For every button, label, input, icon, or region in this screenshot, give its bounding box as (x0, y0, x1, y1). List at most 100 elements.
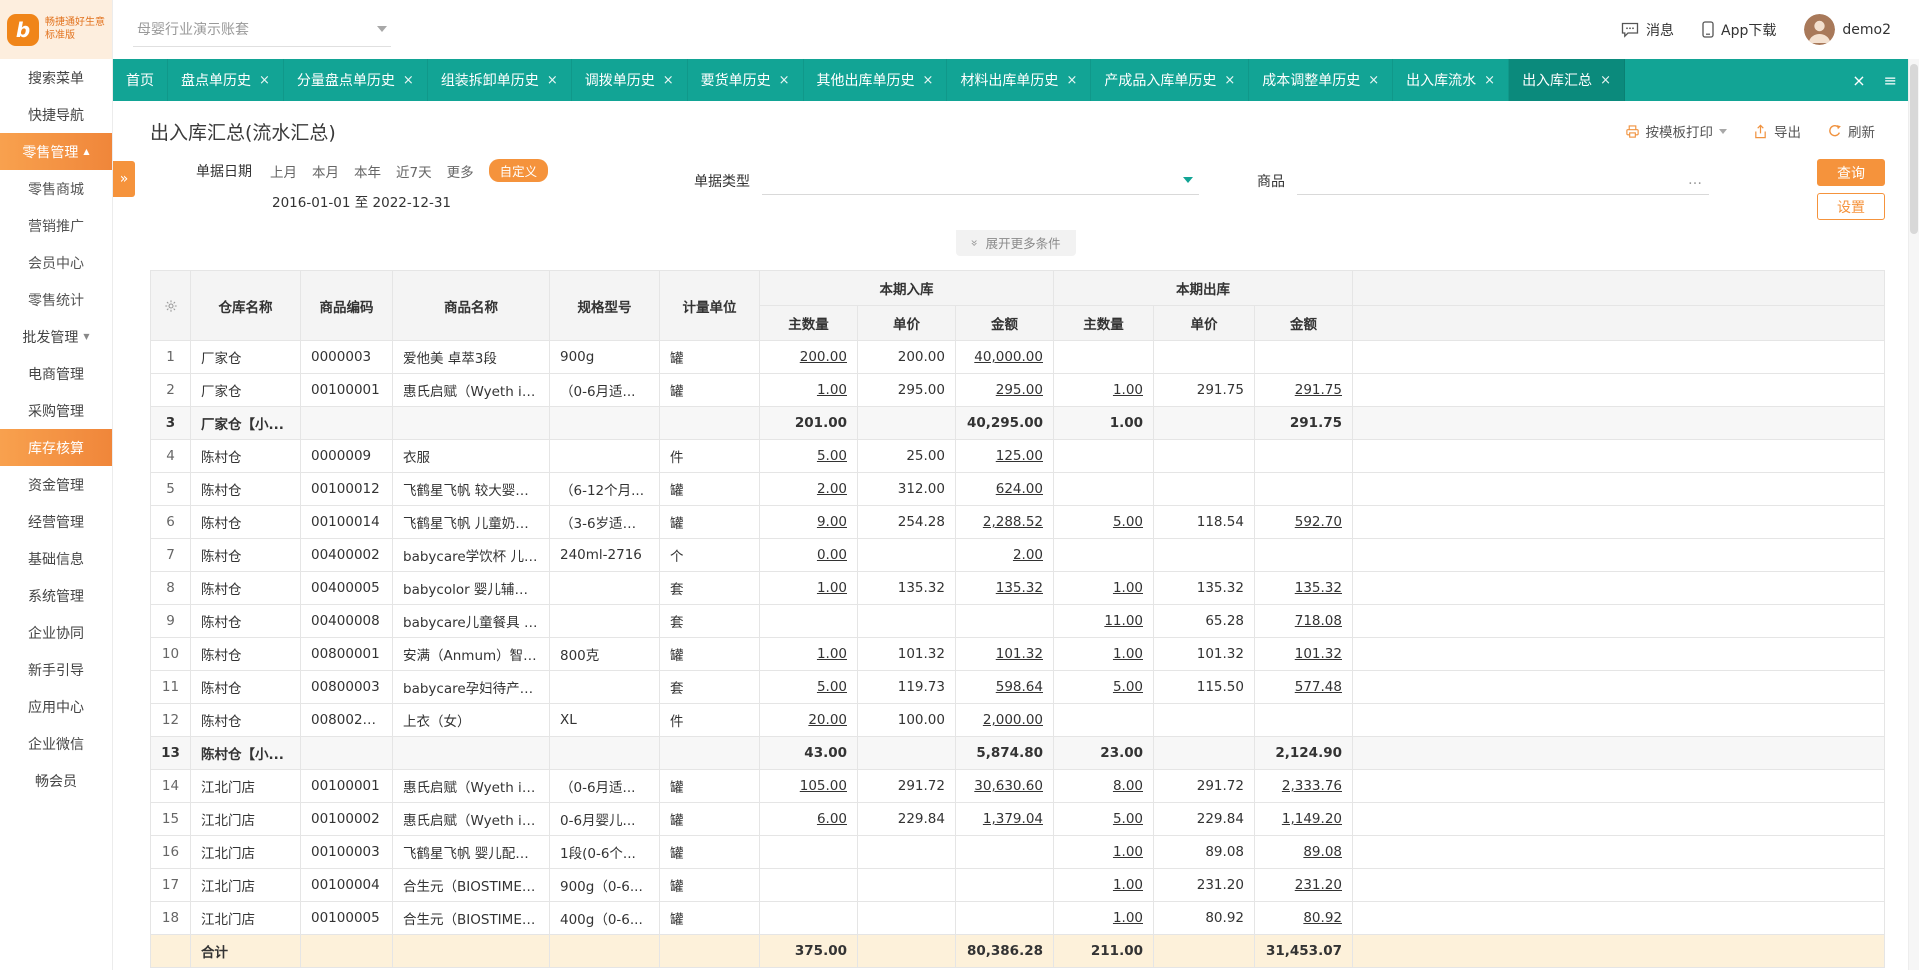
table-row[interactable]: 7 陈村仓 00400002 babycare学饮杯 儿童... 240ml-2716 个… (150, 538, 1885, 572)
sidebar-item-10[interactable]: 库存核算 (0, 429, 112, 466)
tab-4[interactable]: 调拨单历史 × (572, 59, 688, 101)
tab-close-icon[interactable]: × (259, 72, 270, 88)
cell-out-qty[interactable]: 1.00 (1053, 868, 1154, 902)
column-settings-button[interactable] (150, 270, 191, 341)
doc-type-field[interactable]: 单据类型 (694, 169, 1199, 195)
tab-close-icon[interactable]: × (1224, 72, 1236, 88)
cell-in-amount[interactable]: 2,288.52 (955, 505, 1054, 539)
cell-in-qty[interactable]: 200.00 (759, 340, 858, 374)
table-row[interactable]: 4 陈村仓 0000009 衣服 件 5.00 25.00 125.00 (150, 439, 1885, 473)
table-row[interactable]: 9 陈村仓 00400008 babycare儿童餐具 婴... 套 11.00 65.28… (150, 604, 1885, 638)
cell-in-amount[interactable]: 598.64 (955, 670, 1054, 704)
cell-in-qty[interactable]: 5.00 (759, 670, 858, 704)
cell-in-qty[interactable]: 20.00 (759, 703, 858, 737)
sidebar-item-11[interactable]: 资金管理 (0, 466, 112, 503)
tab-close-icon[interactable]: × (1368, 72, 1380, 88)
cell-out-qty[interactable]: 1.00 (1053, 637, 1154, 671)
sidebar-item-19[interactable]: 畅会员 (0, 762, 112, 799)
tab-3[interactable]: 组装拆卸单历史 × (428, 59, 572, 101)
cell-out-amount[interactable]: 89.08 (1254, 835, 1353, 869)
table-row[interactable]: 11 陈村仓 00800003 babycare孕妇待产包... 套 5.00 119.73… (150, 670, 1885, 704)
table-row[interactable]: 18 江北门店 00100005 合生元（BIOSTIME）... 400g（0-6..… (150, 901, 1885, 935)
sidebar-item-7[interactable]: 批发管理 ▼ (0, 318, 112, 355)
tab-close-icon[interactable]: × (1484, 72, 1496, 88)
sidebar-item-17[interactable]: 应用中心 (0, 688, 112, 725)
sidebar-item-1[interactable]: 快捷导航 (0, 96, 112, 133)
cell-in-qty[interactable]: 105.00 (759, 769, 858, 803)
cell-in-qty[interactable]: 5.00 (759, 439, 858, 473)
cell-out-amount[interactable]: 577.48 (1254, 670, 1353, 704)
sidebar-item-9[interactable]: 采购管理 (0, 392, 112, 429)
table-row[interactable]: 17 江北门店 00100004 合生元（BIOSTIME）... 900g（0-6..… (150, 868, 1885, 902)
product-field[interactable]: 商品 … (1257, 169, 1709, 195)
cell-in-qty[interactable]: 1.00 (759, 373, 858, 407)
table-row[interactable]: 14 江北门店 00100001 惠氏启赋（Wyeth illu... （0-6月适..… (150, 769, 1885, 803)
cell-in-qty[interactable]: 0.00 (759, 538, 858, 572)
collapse-filter-button[interactable]: » (113, 161, 135, 197)
table-row[interactable]: 12 陈村仓 008002000... 上衣（女） XL 件 20.00 100.00 2,00… (150, 703, 1885, 737)
cell-in-amount[interactable]: 125.00 (955, 439, 1054, 473)
sidebar-item-14[interactable]: 系统管理 (0, 577, 112, 614)
table-row[interactable]: 13 陈村仓【小... 43.00 5,874.80 23.00 2,124.90 (150, 736, 1885, 770)
tab-close-icon[interactable]: × (662, 72, 674, 88)
sidebar-item-5[interactable]: 会员中心 (0, 244, 112, 281)
cell-out-amount[interactable]: 592.70 (1254, 505, 1353, 539)
sidebar-item-4[interactable]: 营销推广 (0, 207, 112, 244)
sidebar-item-6[interactable]: 零售统计 (0, 281, 112, 318)
cell-out-qty[interactable]: 1.00 (1053, 373, 1154, 407)
table-row[interactable]: 16 江北门店 00100003 飞鹤星飞帆 婴儿配方奶... 1段(0-6个... 罐 1… (150, 835, 1885, 869)
custom-date-badge[interactable]: 自定义 (488, 159, 549, 182)
tab-5[interactable]: 要货单历史 × (688, 59, 804, 101)
table-row[interactable]: 15 江北门店 00100002 惠氏启赋（Wyeth illu... 0-6月婴儿..… (150, 802, 1885, 836)
cell-out-amount[interactable]: 291.75 (1254, 373, 1353, 407)
cell-out-qty[interactable]: 1.00 (1053, 571, 1154, 605)
print-by-template-button[interactable]: 按模板打印 (1625, 121, 1727, 141)
date-quick-option-4[interactable]: 更多 (446, 164, 474, 181)
tab-0[interactable]: 首页 (113, 59, 168, 101)
cell-in-qty[interactable]: 1.00 (759, 571, 858, 605)
date-quick-option-3[interactable]: 近7天 (396, 164, 432, 181)
cell-in-qty[interactable]: 1.00 (759, 637, 858, 671)
sidebar-item-3[interactable]: 零售商城 (0, 170, 112, 207)
tab-11[interactable]: 出入库汇总 × (1509, 59, 1625, 101)
cell-out-amount[interactable]: 231.20 (1254, 868, 1353, 902)
tab-2[interactable]: 分量盘点单历史 × (284, 59, 428, 101)
cell-out-qty[interactable]: 5.00 (1053, 505, 1154, 539)
vertical-scrollbar[interactable] (1908, 59, 1919, 970)
ellipsis-picker-icon[interactable]: … (1688, 171, 1703, 188)
tab-close-icon[interactable]: × (1066, 72, 1078, 88)
refresh-button[interactable]: 刷新 (1827, 121, 1875, 141)
table-row[interactable]: 8 陈村仓 00400005 babycolor 婴儿辅食机... 套 1.00 135.3… (150, 571, 1885, 605)
tab-8[interactable]: 产成品入库单历史 × (1091, 59, 1250, 101)
cell-out-amount[interactable]: 101.32 (1254, 637, 1353, 671)
table-row[interactable]: 2 厂家仓 00100001 惠氏启赋（Wyeth illu... （0-6月适... 罐… (150, 373, 1885, 407)
table-row[interactable]: 5 陈村仓 00100012 飞鹤星飞帆 较大婴儿配... （6-12个月... 罐 2.0… (150, 472, 1885, 506)
cell-in-qty[interactable]: 6.00 (759, 802, 858, 836)
app-download-button[interactable]: App下载 (1702, 20, 1776, 40)
sidebar-item-2[interactable]: 零售管理 ▲ (0, 133, 112, 170)
cell-out-qty[interactable]: 1.00 (1053, 901, 1154, 935)
cell-out-amount[interactable]: 1,149.20 (1254, 802, 1353, 836)
date-range-value[interactable]: 2016-01-01 至 2022-12-31 (272, 195, 451, 211)
sidebar-item-15[interactable]: 企业协同 (0, 614, 112, 651)
tab-menu-icon[interactable]: ≡ (1883, 70, 1897, 90)
tab-close-icon[interactable]: × (778, 72, 790, 88)
cell-in-amount[interactable]: 101.32 (955, 637, 1054, 671)
cell-in-amount[interactable]: 2.00 (955, 538, 1054, 572)
tab-7[interactable]: 材料出库单历史 × (947, 59, 1092, 101)
tab-close-icon[interactable]: × (922, 72, 934, 88)
cell-in-amount[interactable]: 135.32 (955, 571, 1054, 605)
account-selector[interactable]: 母婴行业演示账套 (133, 12, 391, 47)
user-menu[interactable]: demo2 (1804, 14, 1891, 45)
cell-out-qty[interactable]: 1.00 (1053, 835, 1154, 869)
cell-in-amount[interactable]: 295.00 (955, 373, 1054, 407)
tab-close-icon[interactable]: × (1600, 72, 1611, 88)
total-row[interactable]: 合计 375.00 80,386.28 211.00 31,453.07 (150, 934, 1885, 968)
cell-out-amount[interactable]: 135.32 (1254, 571, 1353, 605)
scrollbar-thumb[interactable] (1910, 64, 1918, 234)
query-button[interactable]: 查询 (1817, 159, 1885, 186)
brand-logo[interactable]: b 畅捷通好生意 标准版 (0, 0, 112, 59)
table-row[interactable]: 1 厂家仓 0000003 爱他美 卓萃3段 900g 罐 200.00 200.00 40,0… (150, 340, 1885, 374)
cell-out-amount[interactable]: 2,333.76 (1254, 769, 1353, 803)
settings-button[interactable]: 设置 (1817, 193, 1885, 220)
